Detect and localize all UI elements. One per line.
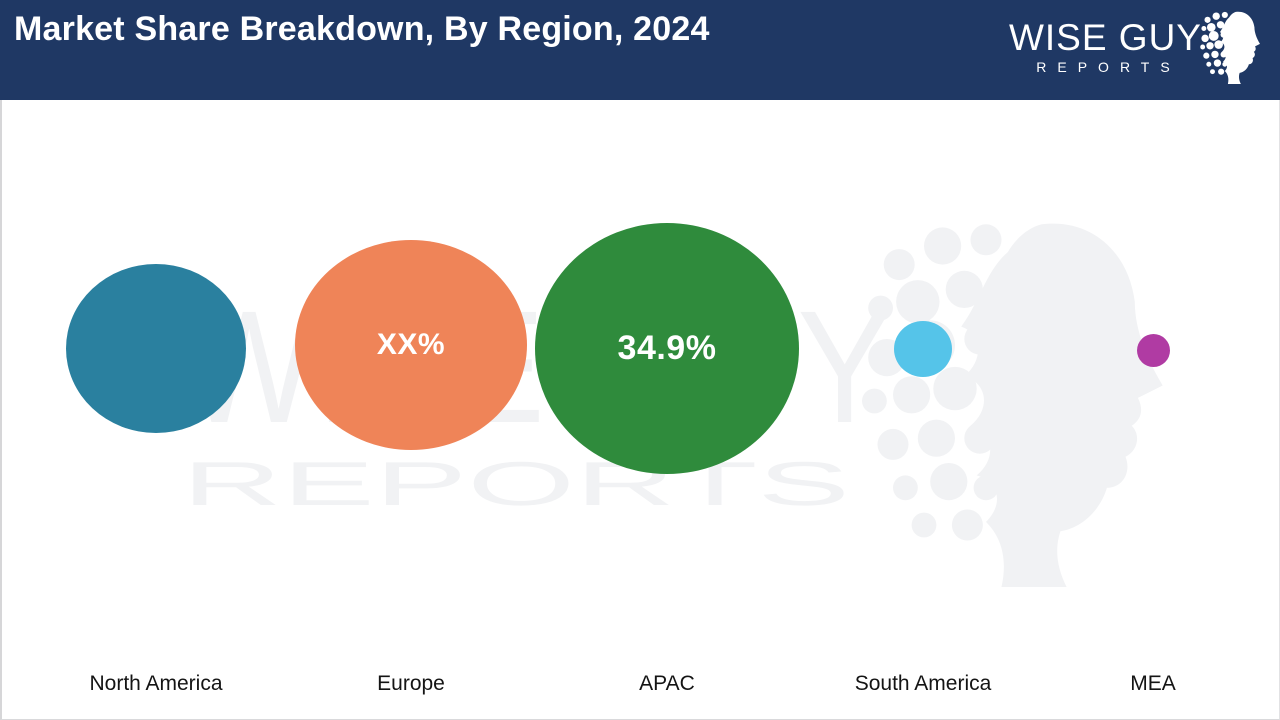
watermark-head-icon [862,223,1163,587]
region-label-europe: Europe [377,672,445,695]
header-bar: Market Share Breakdown, By Region, 2024 … [0,0,1280,100]
region-label-apac: APAC [639,672,695,695]
bubble-apac: 34.9% [535,222,799,474]
bubble-value-label: 34.9% [617,328,717,367]
chart-area: WISE GUY REPORTS XX%34.9% North AmericaE… [0,100,1280,720]
logo-wordmark: WISE GUY REPORTS [1008,16,1202,76]
bubble-mea [1136,333,1170,367]
page-title: Market Share Breakdown, By Region, 2024 [14,10,710,48]
region-label-mea: MEA [1130,672,1176,695]
region-label-north-america: North America [89,672,223,695]
bubble-south-america [894,321,952,377]
logo-wordmark-line2: REPORTS [1036,59,1181,76]
bubble-value-label: XX% [376,328,446,361]
logo-wordmark-line1: WISE GUY [1008,16,1202,58]
bubble-north-america [66,263,246,433]
region-label-south-america: South America [854,672,992,695]
watermark-wordmark-line2: REPORTS [182,450,850,519]
wiseguy-logo: WISE GUY REPORTS [1009,0,1280,84]
logo-head-icon [1200,10,1262,84]
bubble-europe: XX% [295,240,527,450]
